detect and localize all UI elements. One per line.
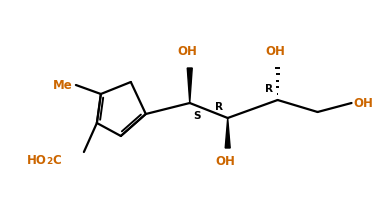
Polygon shape [225, 118, 230, 148]
Text: Me: Me [53, 78, 73, 91]
Text: S: S [194, 111, 201, 121]
Text: R: R [265, 84, 273, 94]
Text: OH: OH [354, 97, 373, 110]
Text: C: C [52, 153, 61, 166]
Polygon shape [187, 68, 192, 103]
Text: OH: OH [178, 45, 198, 58]
Text: R: R [215, 102, 223, 112]
Text: HO: HO [27, 153, 47, 166]
Text: OH: OH [216, 155, 236, 168]
Text: OH: OH [266, 45, 285, 58]
Text: 2: 2 [46, 157, 52, 166]
